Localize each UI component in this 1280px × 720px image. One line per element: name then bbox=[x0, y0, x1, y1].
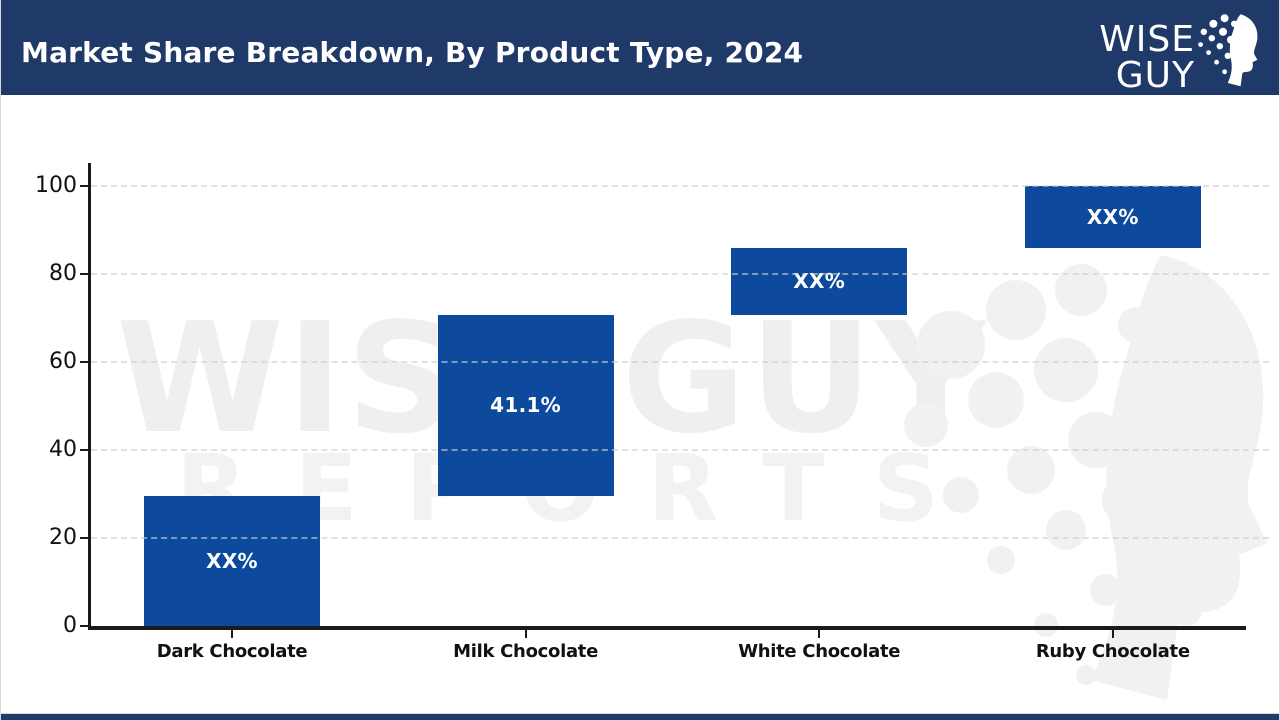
y-axis-tick-mark bbox=[80, 625, 88, 627]
bar-white-chocolate: XX% bbox=[731, 248, 908, 315]
y-axis-tick-mark bbox=[80, 185, 88, 187]
y-axis-tick-label: 40 bbox=[49, 437, 77, 462]
gridline bbox=[91, 185, 1269, 187]
x-axis-tick-mark bbox=[818, 630, 821, 638]
y-axis-tick-label: 0 bbox=[63, 613, 77, 638]
header-banner: Market Share Breakdown, By Product Type,… bbox=[1, 0, 1279, 112]
footer-bar bbox=[1, 714, 1279, 720]
y-axis-tick-mark bbox=[80, 361, 88, 363]
bar-value-label: XX% bbox=[206, 548, 258, 573]
gridline bbox=[91, 537, 1269, 539]
gridline bbox=[91, 273, 1269, 275]
y-axis-tick-label: 20 bbox=[49, 525, 77, 550]
x-axis-category-label: Dark Chocolate bbox=[156, 641, 308, 662]
chart-title: Market Share Breakdown, By Product Type,… bbox=[21, 36, 804, 69]
wiseguy-logo-reports: REPORTS bbox=[1069, 97, 1206, 112]
bar-dark-chocolate: XX% bbox=[144, 495, 320, 626]
y-axis-tick-label: 60 bbox=[49, 349, 77, 374]
wiseguy-logo-text: WISE GUY REPORTS bbox=[1013, 19, 1195, 113]
gridline bbox=[91, 361, 1269, 363]
x-axis-tick-mark bbox=[231, 630, 233, 638]
x-axis-category-label: Milk Chocolate bbox=[453, 641, 599, 662]
x-axis-tick-mark bbox=[524, 630, 527, 638]
y-axis-tick-mark bbox=[80, 449, 88, 451]
x-axis-category-label: Ruby Chocolate bbox=[1035, 641, 1190, 662]
bar-milk-chocolate: 41.1% bbox=[437, 314, 614, 496]
wiseguy-face-icon bbox=[1198, 14, 1258, 87]
bar-value-label: 41.1% bbox=[490, 393, 562, 418]
bar-ruby-chocolate: XX% bbox=[1024, 186, 1201, 249]
x-axis-line bbox=[88, 626, 1246, 630]
y-axis-tick-label: 100 bbox=[35, 173, 77, 198]
wiseguy-logo-wiseguy: WISE GUY bbox=[1099, 19, 1195, 96]
gridline bbox=[91, 449, 1269, 451]
x-axis-category-label: White Chocolate bbox=[738, 641, 901, 662]
y-axis-tick-label: 80 bbox=[49, 261, 77, 286]
wiseguy-logo: WISE GUY REPORTS bbox=[1013, 6, 1263, 112]
bar-value-label: XX% bbox=[1086, 205, 1139, 230]
x-axis-tick-mark bbox=[1111, 630, 1114, 638]
footer-divider bbox=[1, 713, 1279, 714]
y-axis-line bbox=[88, 163, 91, 629]
y-axis-tick-mark bbox=[80, 537, 88, 539]
y-axis-tick-mark bbox=[80, 273, 88, 275]
